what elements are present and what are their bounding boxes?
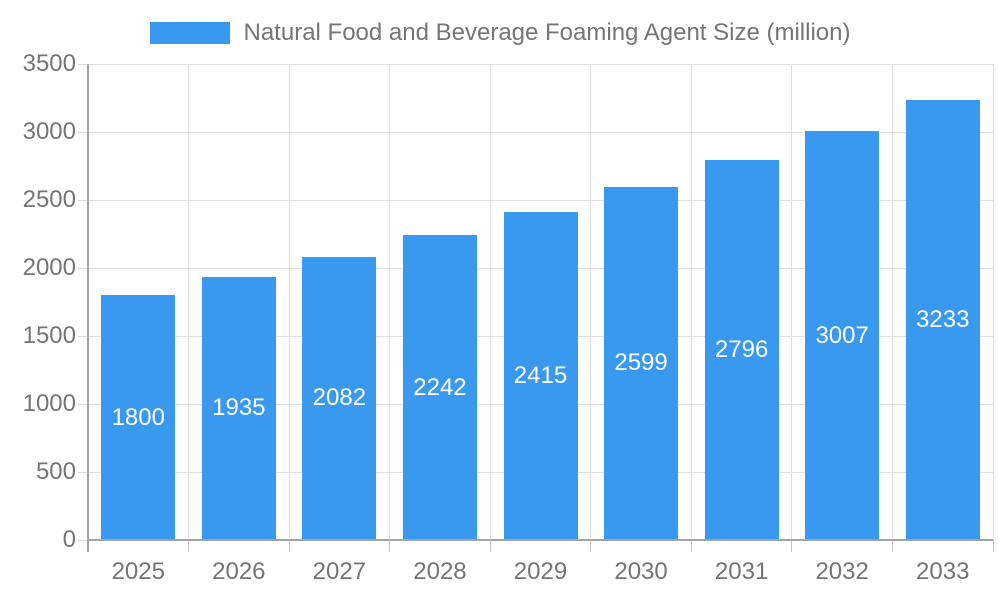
- legend-label: Natural Food and Beverage Foaming Agent …: [243, 19, 851, 46]
- y-axis-tick: [78, 267, 88, 269]
- x-axis-tick: [288, 540, 290, 552]
- y-axis-tick: [78, 335, 88, 337]
- y-tick-label: 3500: [22, 50, 76, 77]
- x-tick-label: 2027: [312, 558, 367, 585]
- gridline-vertical: [791, 64, 793, 540]
- x-tick-label: 2026: [212, 558, 266, 585]
- x-axis-line: [87, 539, 993, 541]
- x-axis-tick: [188, 540, 190, 552]
- gridline-vertical: [188, 64, 190, 540]
- bar: [905, 100, 980, 540]
- gridline-vertical: [992, 64, 994, 540]
- gridline-horizontal: [88, 199, 993, 201]
- x-axis-tick: [590, 540, 592, 552]
- x-axis-tick: [489, 540, 491, 552]
- y-axis-tick: [78, 539, 88, 541]
- x-tick-label: 2032: [815, 558, 869, 585]
- gridline-vertical: [288, 64, 290, 540]
- bar: [302, 256, 377, 540]
- y-tick-label: 1500: [22, 322, 76, 349]
- x-axis-tick: [690, 540, 692, 552]
- bar-value-label: 2599: [614, 349, 668, 377]
- y-axis-tick: [78, 199, 88, 201]
- x-axis-tick: [791, 540, 793, 552]
- x-tick-label: 2033: [916, 558, 970, 585]
- x-tick-label: 2029: [513, 558, 568, 585]
- bar-value-label: 3007: [815, 321, 869, 349]
- y-axis-tick: [78, 403, 88, 405]
- x-tick-label: 2025: [111, 558, 165, 585]
- gridline-horizontal: [88, 131, 993, 133]
- bar-value-label: 1935: [212, 394, 266, 422]
- bar: [704, 159, 779, 540]
- gridline-horizontal: [88, 63, 993, 65]
- x-tick-label: 2030: [614, 558, 668, 585]
- x-axis-tick: [992, 540, 994, 552]
- bar: [101, 295, 176, 540]
- y-tick-label: 2500: [22, 186, 76, 213]
- bar-value-label: 3233: [916, 306, 970, 334]
- y-axis-tick: [78, 63, 88, 65]
- gridline-vertical: [489, 64, 491, 540]
- y-axis-line: [87, 64, 89, 552]
- bar-value-label: 2242: [413, 373, 467, 401]
- bar: [402, 235, 477, 540]
- bar: [201, 276, 276, 540]
- x-tick-label: 2028: [413, 558, 467, 585]
- bar-value-label: 1800: [111, 403, 165, 431]
- gridline-vertical: [891, 64, 893, 540]
- x-axis-tick: [389, 540, 391, 552]
- x-axis-tick: [891, 540, 893, 552]
- bar: [604, 186, 679, 540]
- y-tick-label: 0: [62, 526, 76, 553]
- bar-value-label: 2082: [312, 384, 367, 412]
- bar-value-label: 2415: [513, 361, 568, 389]
- bar: [503, 211, 578, 540]
- gridline-vertical: [690, 64, 692, 540]
- y-tick-label: 2000: [22, 254, 76, 281]
- gridline-vertical: [389, 64, 391, 540]
- y-tick-label: 3000: [22, 118, 76, 145]
- y-tick-label: 1000: [22, 390, 76, 417]
- x-tick-label: 2031: [714, 558, 769, 585]
- gridline-vertical: [590, 64, 592, 540]
- bar: [805, 131, 880, 540]
- y-tick-label: 500: [35, 458, 76, 485]
- bar-value-label: 2796: [714, 335, 769, 363]
- y-axis-tick: [78, 131, 88, 133]
- y-axis-tick: [78, 471, 88, 473]
- chart-legend: Natural Food and Beverage Foaming Agent …: [0, 18, 1000, 48]
- legend-swatch-icon: [149, 22, 230, 44]
